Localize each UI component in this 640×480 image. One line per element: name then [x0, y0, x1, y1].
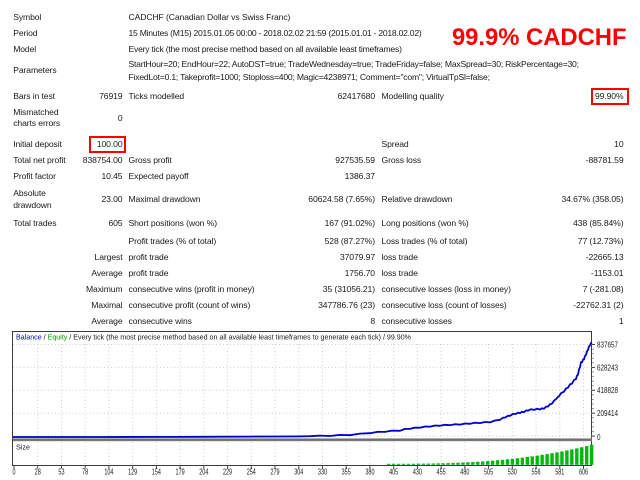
svg-text:53: 53	[58, 468, 64, 477]
svg-text:837657: 837657	[597, 340, 618, 349]
svg-text:405: 405	[389, 468, 398, 477]
svg-text:418828: 418828	[597, 386, 618, 395]
svg-text:279: 279	[270, 468, 279, 477]
svg-text:505: 505	[484, 468, 493, 477]
svg-text:254: 254	[247, 468, 256, 477]
svg-text:455: 455	[437, 468, 446, 477]
svg-text:606: 606	[579, 468, 588, 477]
svg-text:380: 380	[365, 468, 374, 477]
svg-text:28: 28	[35, 468, 41, 477]
svg-text:480: 480	[460, 468, 469, 477]
svg-text:355: 355	[342, 468, 351, 477]
svg-text:129: 129	[128, 468, 137, 477]
svg-text:179: 179	[176, 468, 185, 477]
svg-text:0: 0	[597, 433, 601, 442]
svg-text:556: 556	[531, 468, 540, 477]
svg-text:0: 0	[12, 468, 15, 477]
svg-text:104: 104	[104, 468, 113, 477]
svg-text:Balance / Equity / Every tick: Balance / Equity / Every tick (the most …	[16, 335, 411, 342]
svg-text:154: 154	[152, 468, 161, 477]
svg-text:628243: 628243	[597, 363, 618, 372]
svg-text:204: 204	[199, 468, 208, 477]
svg-text:530: 530	[508, 468, 517, 477]
svg-text:330: 330	[318, 468, 327, 477]
svg-text:304: 304	[294, 468, 303, 477]
svg-text:430: 430	[413, 468, 422, 477]
svg-text:78: 78	[82, 468, 88, 477]
svg-text:Size: Size	[16, 445, 30, 452]
svg-text:229: 229	[223, 468, 232, 477]
svg-text:209414: 209414	[597, 409, 618, 418]
svg-text:581: 581	[555, 468, 564, 477]
